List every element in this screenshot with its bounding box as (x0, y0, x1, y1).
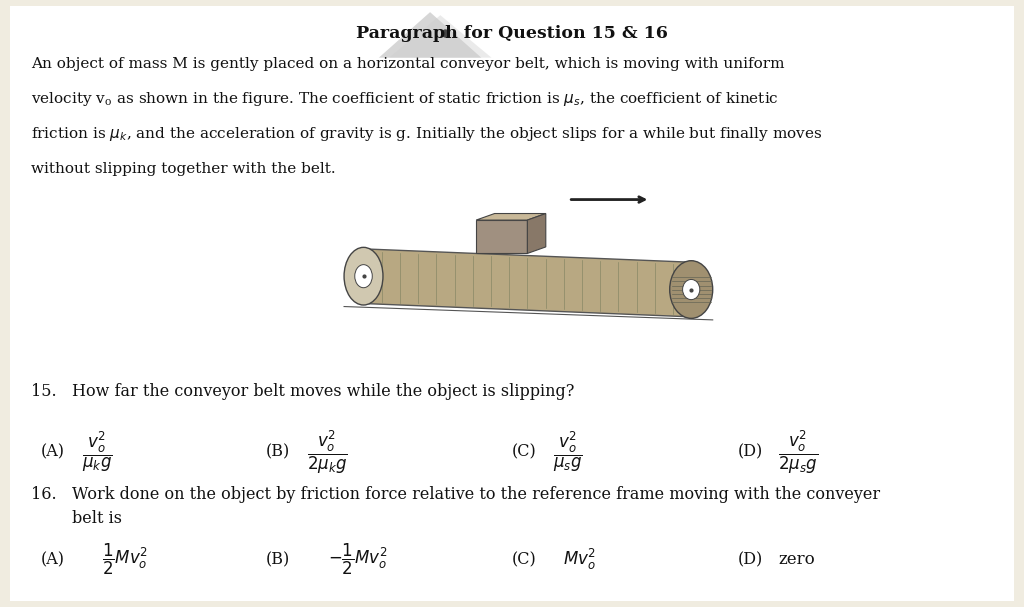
Polygon shape (389, 15, 492, 58)
Polygon shape (527, 214, 546, 254)
Polygon shape (476, 214, 546, 220)
FancyBboxPatch shape (10, 6, 1014, 601)
Text: (B): (B) (266, 444, 291, 461)
Polygon shape (364, 249, 691, 317)
Text: Paragraph for Question 15 & 16: Paragraph for Question 15 & 16 (356, 25, 668, 42)
Text: $\dfrac{v_o^2}{2\mu_s g}$: $\dfrac{v_o^2}{2\mu_s g}$ (778, 429, 818, 476)
Text: $-\dfrac{1}{2}Mv_o^2$: $-\dfrac{1}{2}Mv_o^2$ (328, 542, 387, 577)
Ellipse shape (354, 265, 373, 288)
Text: (D): (D) (737, 444, 763, 461)
Text: $\dfrac{v_o^2}{\mu_k g}$: $\dfrac{v_o^2}{\mu_k g}$ (82, 430, 113, 474)
Text: 16.   Work done on the object by friction force relative to the reference frame : 16. Work done on the object by friction … (31, 486, 880, 503)
Text: zero: zero (778, 551, 815, 568)
Ellipse shape (344, 248, 383, 305)
Polygon shape (476, 220, 527, 254)
Text: (D): (D) (737, 551, 763, 568)
Text: $\dfrac{v_o^2}{\mu_s g}$: $\dfrac{v_o^2}{\mu_s g}$ (553, 430, 583, 474)
Text: without slipping together with the belt.: without slipping together with the belt. (31, 162, 335, 177)
Text: (A): (A) (41, 551, 65, 568)
Ellipse shape (683, 279, 699, 300)
Text: 15.   How far the conveyor belt moves while the object is slipping?: 15. How far the conveyor belt moves whil… (31, 383, 574, 400)
Text: velocity v$_\mathregular{o}$ as shown in the figure. The coefficient of static f: velocity v$_\mathregular{o}$ as shown in… (31, 90, 778, 108)
Text: An object of mass M is gently placed on a horizontal conveyor belt, which is mov: An object of mass M is gently placed on … (31, 56, 784, 71)
Text: friction is $\mu_k$, and the acceleration of gravity is g. Initially the object : friction is $\mu_k$, and the acceleratio… (31, 125, 822, 143)
Text: (C): (C) (512, 551, 537, 568)
Text: $\dfrac{v_o^2}{2\mu_k g}$: $\dfrac{v_o^2}{2\mu_k g}$ (307, 429, 348, 476)
Text: $Mv_o^2$: $Mv_o^2$ (563, 547, 596, 572)
Text: (C): (C) (512, 444, 537, 461)
Text: belt is: belt is (31, 510, 122, 527)
Text: (A): (A) (41, 444, 65, 461)
Ellipse shape (670, 261, 713, 318)
Text: (B): (B) (266, 551, 291, 568)
Polygon shape (379, 12, 481, 58)
Text: $\dfrac{1}{2}Mv_o^2$: $\dfrac{1}{2}Mv_o^2$ (102, 542, 148, 577)
